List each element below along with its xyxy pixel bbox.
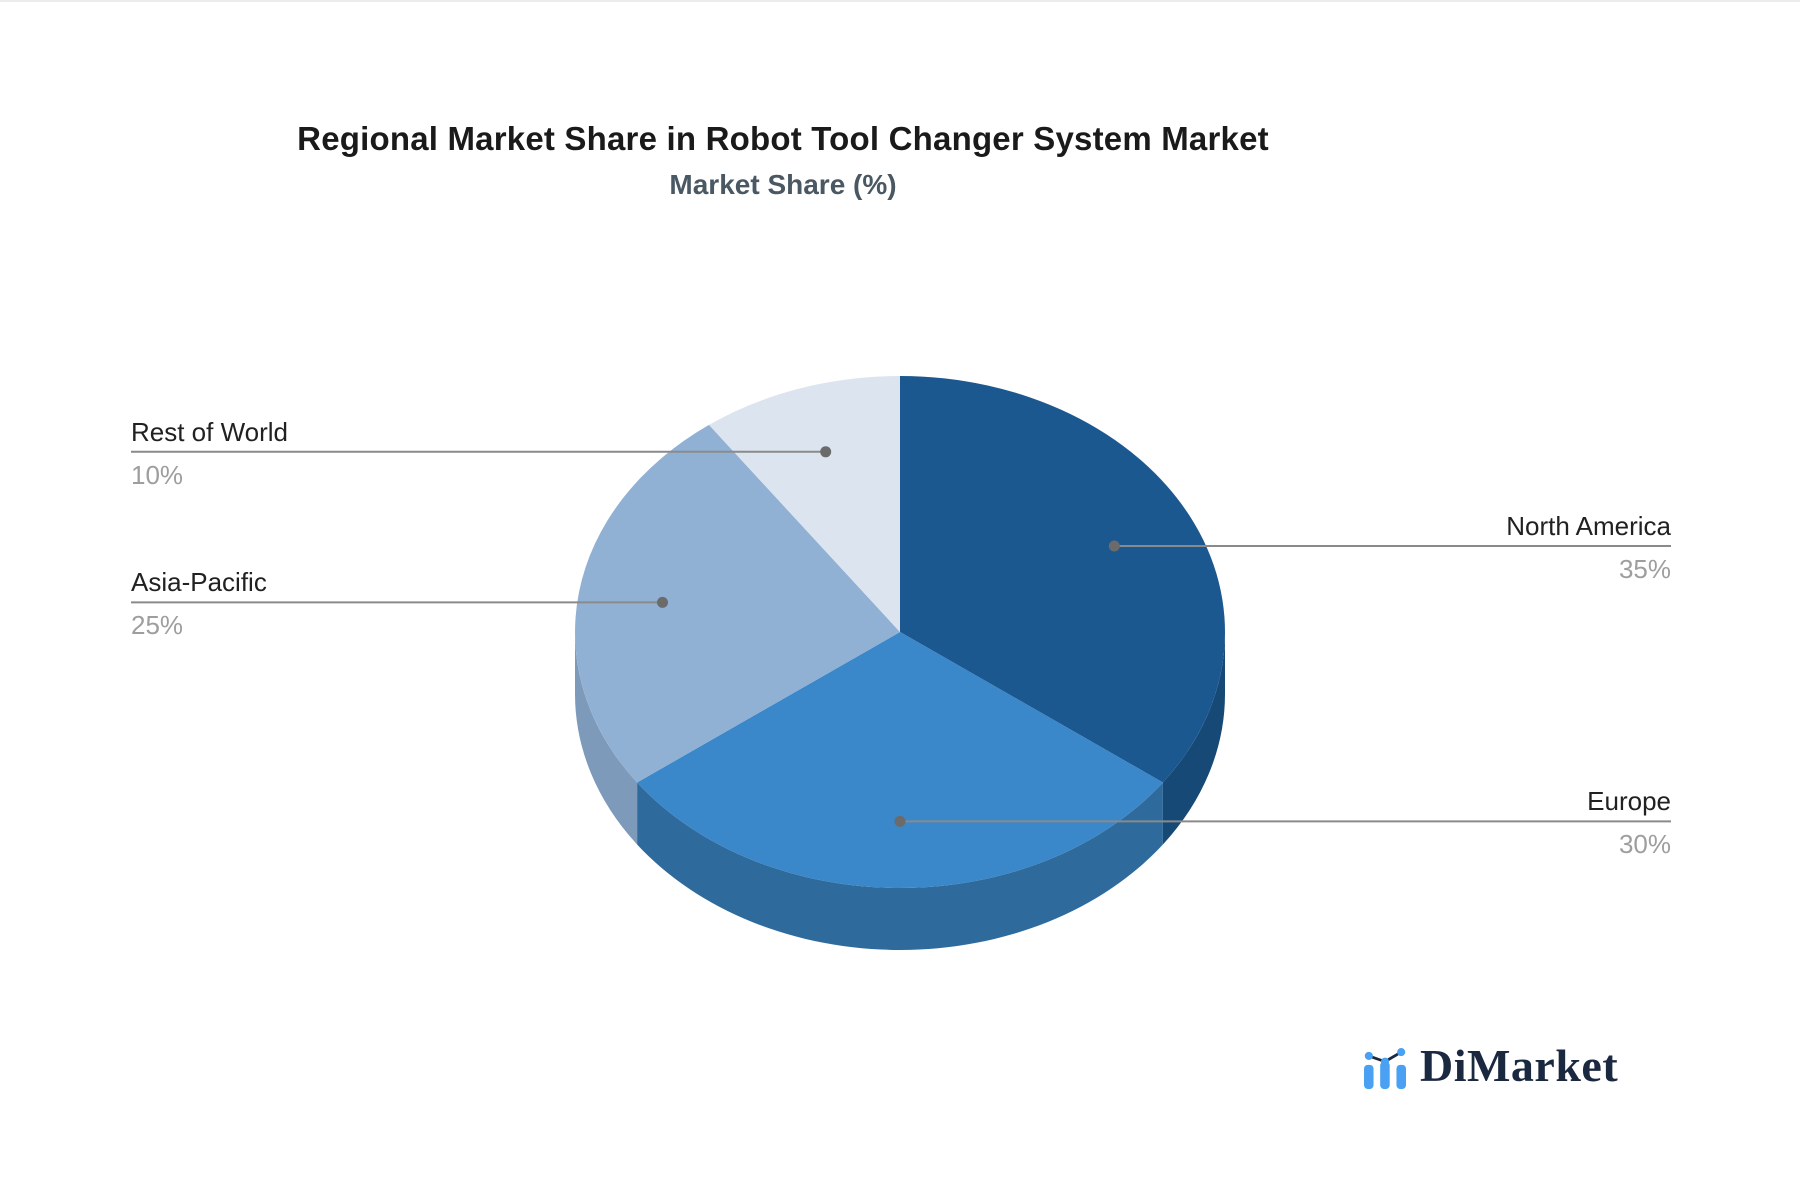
pie-slice-north-america-side — [1162, 632, 1225, 845]
callout-label-north-america: North America — [1506, 510, 1671, 541]
pie-slice-europe — [637, 632, 1163, 888]
callout-value-asia-pacific: 25% — [131, 610, 184, 641]
callout-value-europe: 30% — [1618, 829, 1671, 860]
pie-slice-north-america — [900, 376, 1225, 783]
callout-label-europe: Europe — [1587, 786, 1671, 817]
pie-slice-europe-side — [637, 782, 1163, 950]
pie-slice-asia-pacific-side — [575, 632, 638, 845]
bar-line-chart-icon — [1364, 1048, 1406, 1089]
leader-dot-rest-of-world — [820, 446, 832, 458]
leader-dot-north-america — [1108, 540, 1120, 552]
pie-slice-asia-pacific — [575, 424, 900, 783]
brand-name: DiMarket — [1420, 1040, 1619, 1091]
leader-dot-europe — [894, 815, 906, 827]
callout-label-rest-of-world: Rest of World — [131, 416, 289, 447]
leader-dot-asia-pacific — [657, 596, 668, 608]
pie-slice-rest-of-world — [709, 376, 900, 632]
callout-value-north-america: 35% — [1618, 553, 1671, 584]
chart-subtitle: Market Share (%) — [669, 169, 897, 200]
brand-logo: DiMarket — [1364, 1042, 1618, 1090]
chart-title: Regional Market Share in Robot Tool Chan… — [297, 120, 1269, 157]
callout-label-asia-pacific: Asia-Pacific — [131, 567, 267, 598]
callout-value-rest-of-world: 10% — [131, 459, 184, 490]
